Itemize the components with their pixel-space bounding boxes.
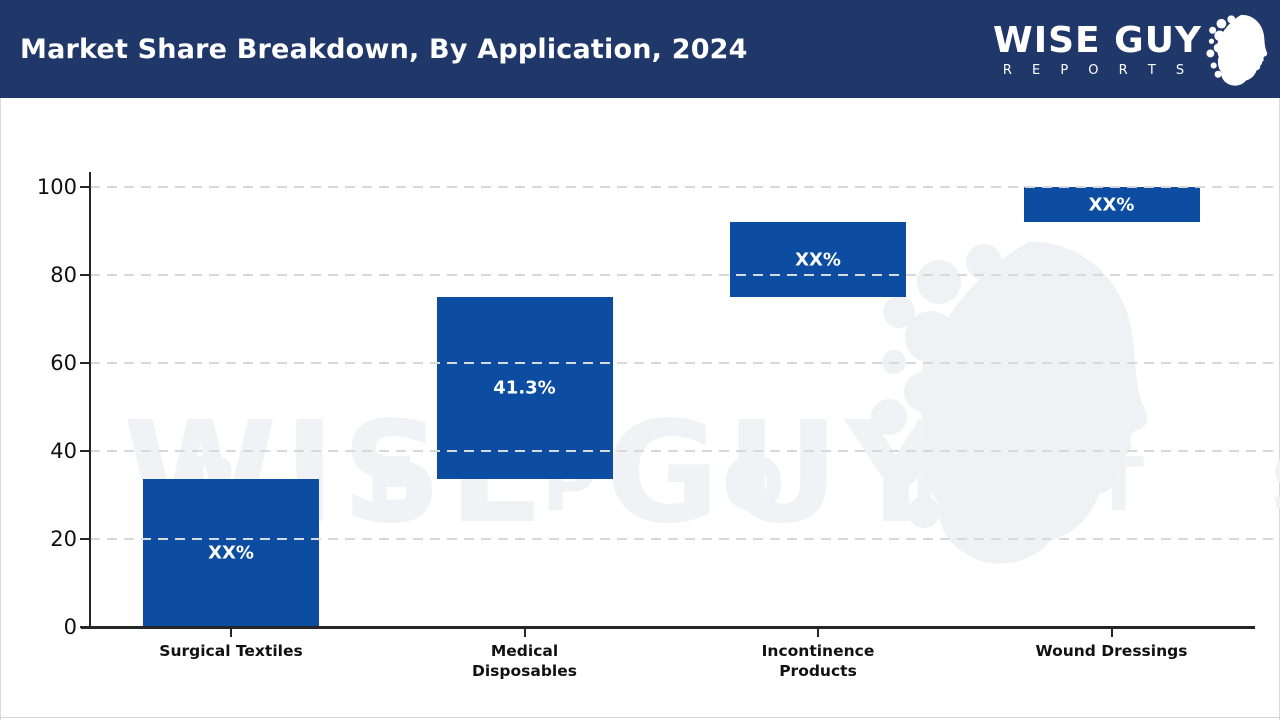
y-tick (80, 538, 89, 540)
chart-bar-label: XX% (1088, 194, 1135, 216)
y-tick (80, 450, 89, 452)
chart-bar-label: XX% (208, 542, 254, 564)
y-tick (80, 186, 89, 188)
x-tick (1110, 629, 1113, 637)
gridline (90, 186, 1274, 188)
gridline (90, 538, 1274, 540)
y-tick-label: 40 (50, 439, 77, 463)
report-header: Market Share Breakdown, By Application, … (0, 0, 1280, 98)
wiseguy-logo: WISE GUY R E P O R T S (993, 4, 1272, 94)
x-tick (230, 629, 232, 637)
gridline (90, 274, 1274, 276)
x-tick-label: Incontinence Products (761, 642, 875, 680)
chart-bar (436, 297, 613, 479)
chart-bar-label: XX% (795, 249, 841, 271)
chart-bar (143, 478, 319, 627)
gridline (90, 362, 1274, 364)
y-tick (80, 274, 89, 276)
x-tick-label: Wound Dressings (1035, 642, 1188, 660)
logo-text: WISE GUY R E P O R T S (992, 19, 1202, 78)
chart-bar-label: 41.3% (493, 377, 556, 399)
y-tick-label: 60 (50, 351, 77, 375)
waterfall-chart: 0 20 40 60 80 100 XX% Surgical Textiles 41.3% Med… (1, 98, 1279, 720)
y-tick-label: 20 (50, 527, 77, 551)
y-tick-label: 0 (63, 615, 77, 639)
logo-wordmark: WISE GUY (992, 19, 1202, 61)
x-tick-label: Surgical Textiles (159, 642, 303, 660)
y-tick (80, 362, 89, 364)
y-tick (80, 626, 89, 628)
gridline (90, 450, 1274, 452)
logo-subtext: R E P O R T S (1002, 62, 1193, 78)
x-tick (523, 629, 526, 637)
wiseguy-head-icon (1206, 14, 1268, 86)
chart-area: WISE GUY R E P O R T S 0 20 40 60 80 100 XX% (0, 98, 1280, 720)
x-tick-label: Medical Disposables (472, 642, 577, 680)
chart-bar (730, 222, 906, 297)
chart-title: Market Share Breakdown, By Application, … (20, 33, 748, 65)
bottom-border (1, 717, 1280, 718)
y-axis-line (89, 172, 91, 629)
x-axis-line (81, 626, 1255, 629)
chart-bar (1023, 187, 1200, 223)
x-tick (817, 629, 819, 637)
y-tick-label: 100 (36, 175, 77, 199)
y-tick-label: 80 (50, 263, 77, 287)
